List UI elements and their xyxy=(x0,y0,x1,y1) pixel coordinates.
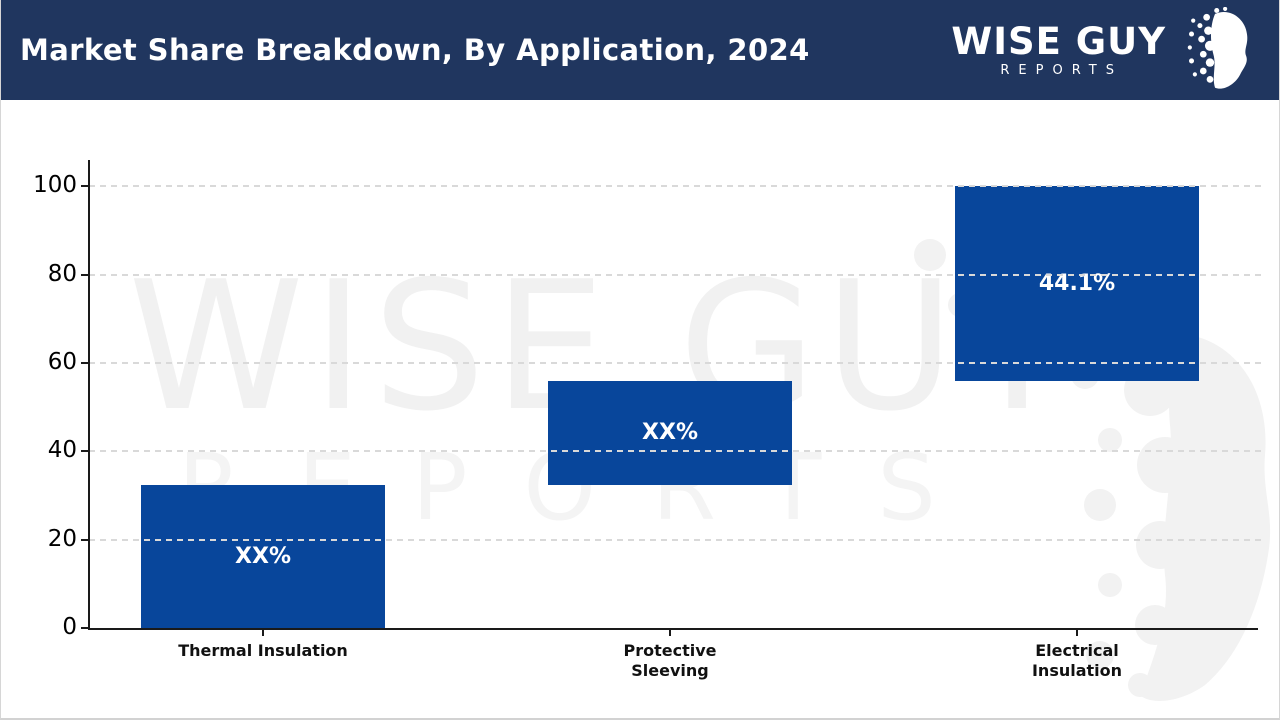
y-tick-mark xyxy=(81,450,89,453)
logo: WISE GUY REPORTS xyxy=(951,7,1252,93)
x-tick-mark xyxy=(669,628,671,636)
y-gridline xyxy=(89,362,1266,365)
x-category-label: Protective Sleeving xyxy=(623,641,717,680)
logo-text: WISE GUY REPORTS xyxy=(951,23,1166,77)
y-gridline xyxy=(89,450,1266,453)
y-tick-mark xyxy=(81,538,89,541)
bar-value-label: XX% xyxy=(642,420,698,446)
y-gridline xyxy=(89,185,1266,188)
bar-segment: XX% xyxy=(141,484,385,628)
y-tick-label: 60 xyxy=(47,349,77,376)
logo-face-icon xyxy=(1187,7,1248,89)
x-tick-mark xyxy=(1076,628,1078,636)
y-tick-mark xyxy=(81,273,89,276)
y-tick-label: 0 xyxy=(62,614,77,640)
y-tick-mark xyxy=(81,185,89,188)
x-category-label: Thermal Insulation xyxy=(178,641,348,660)
y-tick-label: 100 xyxy=(33,172,77,199)
y-gridline xyxy=(89,273,1266,276)
y-tick-mark xyxy=(81,627,89,629)
y-axis-line xyxy=(88,160,90,630)
x-category-label: Electrical Insulation xyxy=(1031,641,1123,680)
y-gridline xyxy=(89,538,1266,541)
header: Market Share Breakdown, By Application, … xyxy=(0,0,1280,100)
y-tick-label: 80 xyxy=(47,260,77,287)
bar-value-label: XX% xyxy=(235,543,291,569)
y-tick-label: 40 xyxy=(47,437,77,464)
bar-segment: XX% xyxy=(548,381,792,485)
y-tick-label: 20 xyxy=(47,525,77,552)
page-title: Market Share Breakdown, By Application, … xyxy=(20,33,810,67)
y-tick-mark xyxy=(81,362,89,365)
logo-subtext: REPORTS xyxy=(1000,63,1123,78)
logo-wordmark: WISE GUY xyxy=(951,20,1166,63)
x-axis-line xyxy=(88,628,1258,630)
x-tick-mark xyxy=(262,628,264,636)
bar-segment: 44.1% xyxy=(955,186,1199,382)
